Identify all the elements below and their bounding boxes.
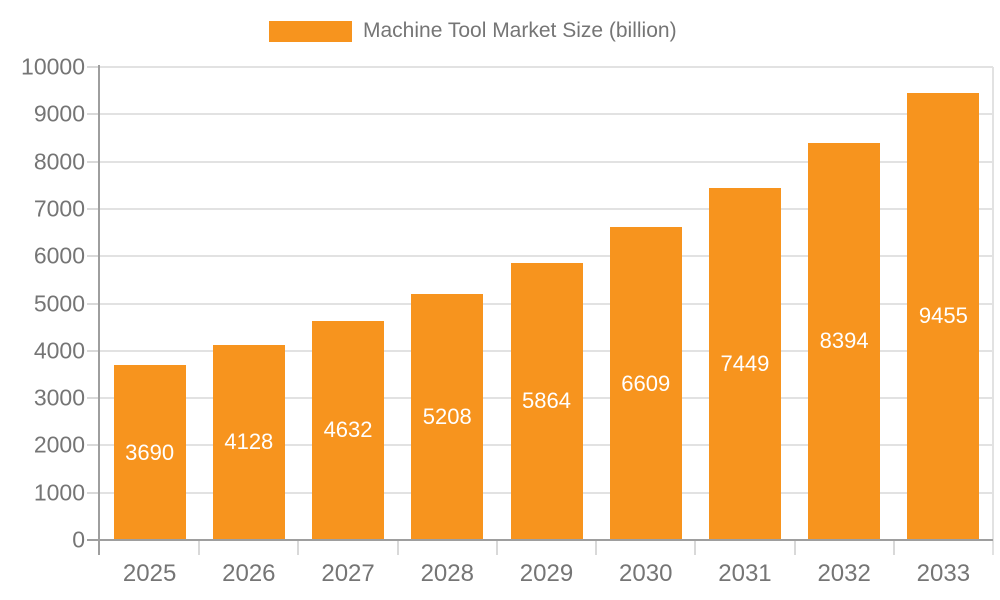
bar bbox=[113, 365, 186, 539]
y-tick-label: 8000 bbox=[33, 148, 85, 175]
y-axis-tick bbox=[87, 444, 100, 447]
bar bbox=[808, 142, 881, 539]
x-tick-label: 2028 bbox=[420, 560, 474, 587]
x-tick-label: 2025 bbox=[122, 560, 177, 587]
x-tick-label: 2032 bbox=[817, 560, 871, 587]
plot-right-border bbox=[992, 67, 994, 555]
x-axis-line bbox=[87, 539, 993, 541]
gridline bbox=[100, 255, 993, 258]
bar bbox=[708, 187, 781, 539]
y-axis-tick bbox=[87, 207, 100, 210]
legend-label: Machine Tool Market Size (billion) bbox=[363, 19, 677, 42]
y-tick-label: 10000 bbox=[21, 53, 85, 80]
x-boundary-tick bbox=[694, 540, 697, 555]
y-tick-label: 2000 bbox=[33, 431, 85, 458]
y-axis-tick bbox=[87, 302, 100, 305]
bar-value-label: 3690 bbox=[125, 439, 175, 465]
x-boundary-tick bbox=[793, 540, 796, 555]
y-tick-label: 9000 bbox=[33, 100, 85, 127]
bar-value-label: 8394 bbox=[819, 328, 869, 354]
bar-value-label: 6609 bbox=[621, 370, 671, 396]
x-tick-label: 2027 bbox=[321, 560, 375, 587]
y-tick-label: 7000 bbox=[33, 195, 85, 222]
bar-value-label: 5208 bbox=[422, 403, 472, 429]
chart-legend: Machine Tool Market Size (billion) bbox=[269, 19, 677, 43]
x-tick-label: 2026 bbox=[222, 560, 276, 587]
gridline bbox=[100, 113, 993, 116]
y-tick-label: 6000 bbox=[33, 242, 85, 269]
y-axis-line bbox=[98, 65, 100, 555]
y-axis-tick bbox=[87, 255, 100, 258]
y-tick-label: 0 bbox=[72, 526, 85, 553]
y-tick-label: 5000 bbox=[33, 290, 85, 316]
x-boundary-tick bbox=[396, 540, 399, 555]
y-tick-label: 3000 bbox=[33, 384, 85, 411]
gridline bbox=[100, 160, 993, 163]
bar bbox=[907, 92, 980, 539]
y-tick-label: 1000 bbox=[33, 479, 85, 506]
x-boundary-tick bbox=[495, 540, 498, 555]
bar bbox=[510, 262, 583, 539]
gridline bbox=[100, 207, 993, 210]
gridline bbox=[100, 66, 993, 68]
y-axis-tick bbox=[87, 349, 100, 352]
bar-value-label: 7449 bbox=[720, 350, 770, 376]
legend-swatch bbox=[269, 20, 352, 42]
bar bbox=[212, 344, 285, 539]
y-axis-tick bbox=[87, 66, 100, 68]
bar-value-label: 4632 bbox=[323, 417, 373, 443]
bar-value-label: 4128 bbox=[224, 429, 274, 455]
x-tick-label: 2033 bbox=[916, 560, 971, 587]
y-axis-tick bbox=[87, 397, 100, 400]
bar-value-label: 9455 bbox=[918, 303, 968, 329]
bar bbox=[411, 293, 484, 539]
x-boundary-tick bbox=[198, 540, 201, 555]
x-boundary-tick bbox=[595, 540, 598, 555]
x-boundary-tick bbox=[297, 540, 300, 555]
bar bbox=[312, 320, 385, 539]
y-tick-label: 4000 bbox=[33, 337, 85, 364]
y-axis-tick bbox=[87, 113, 100, 116]
x-boundary-tick bbox=[892, 540, 895, 555]
bar-value-label: 5864 bbox=[522, 388, 571, 414]
bar bbox=[609, 227, 682, 539]
y-axis-tick bbox=[87, 491, 100, 494]
x-tick-label: 2029 bbox=[519, 560, 574, 587]
x-tick-label: 2030 bbox=[619, 560, 673, 587]
y-axis-tick bbox=[87, 160, 100, 163]
x-tick-label: 2031 bbox=[718, 560, 772, 587]
